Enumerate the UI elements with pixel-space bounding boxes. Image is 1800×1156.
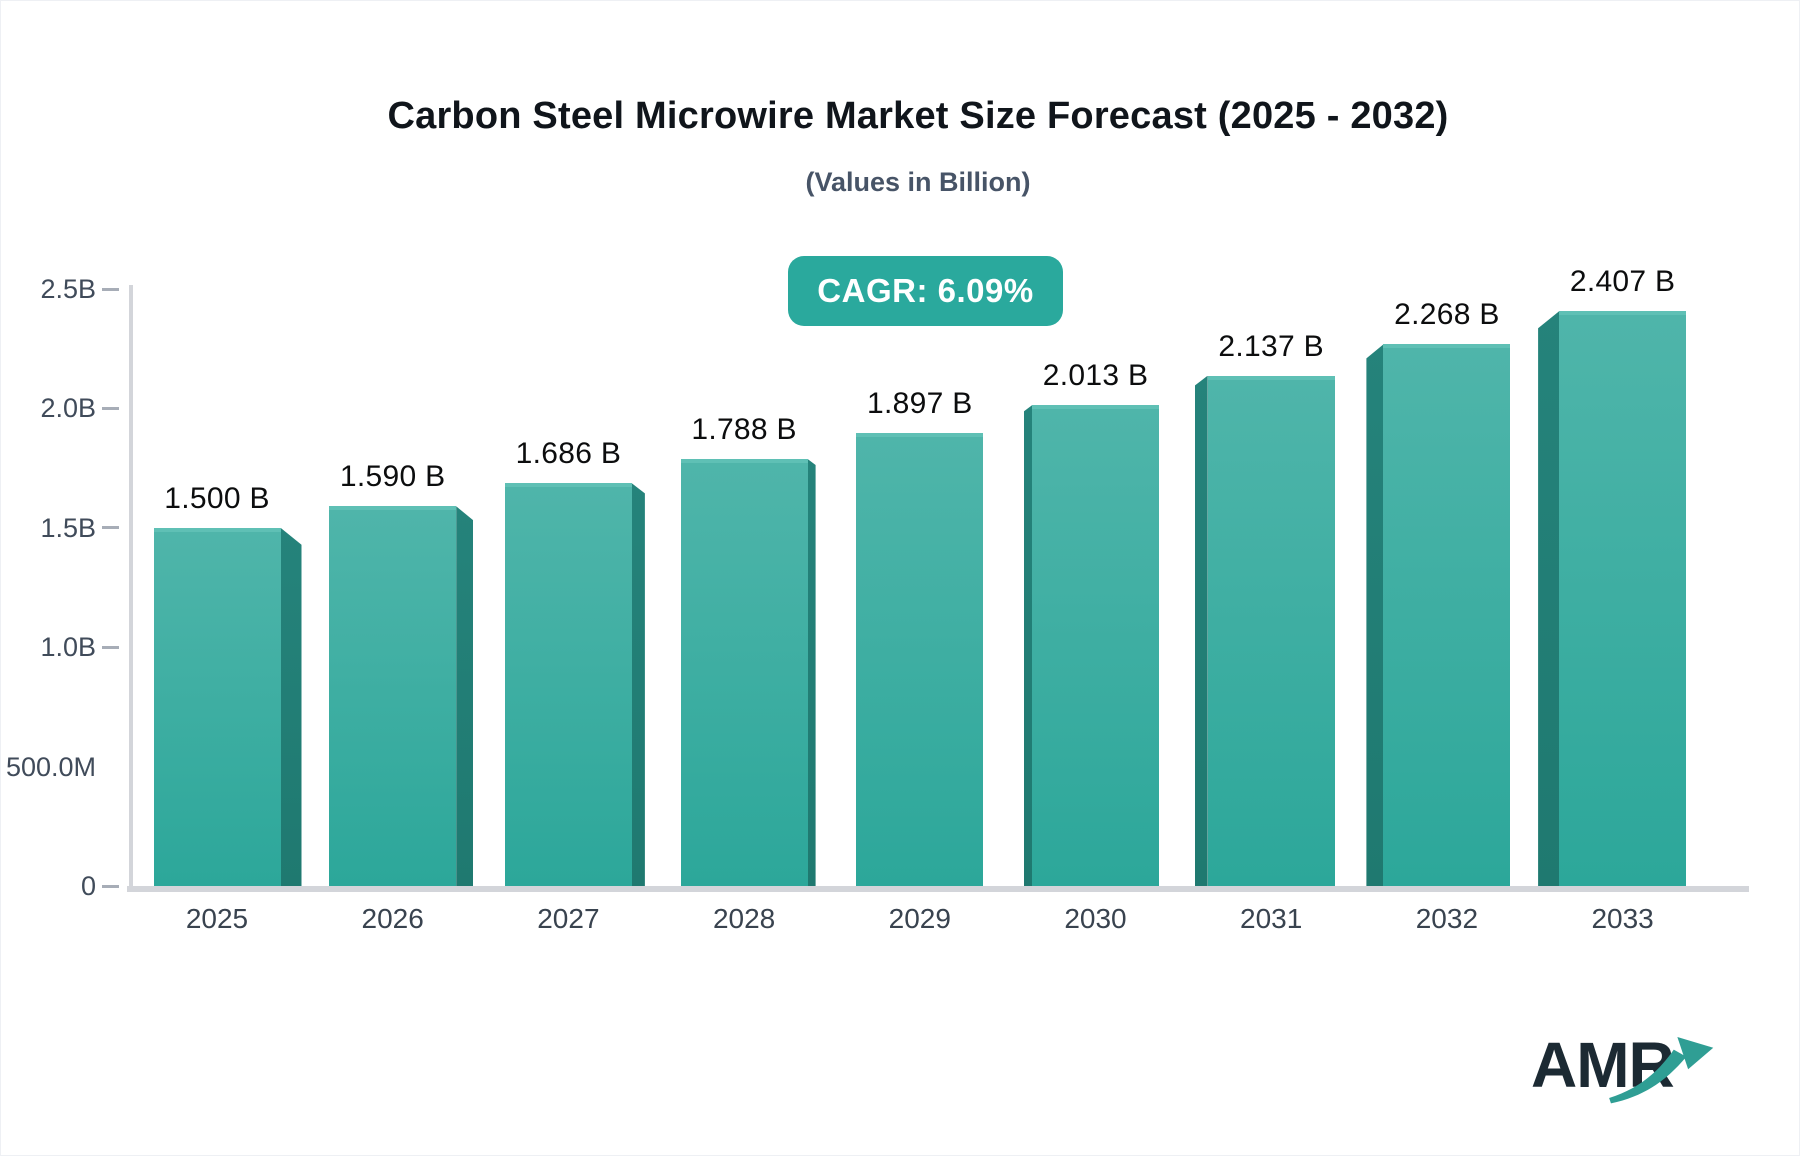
bar-3d-side bbox=[1194, 375, 1208, 886]
bar-2030[interactable] bbox=[1032, 405, 1159, 886]
y-tick-mark bbox=[102, 884, 119, 888]
y-tick-label: 0 bbox=[80, 871, 96, 901]
x-tick-label: 2027 bbox=[537, 903, 600, 934]
y-axis-line bbox=[129, 285, 133, 890]
x-tick-label: 2029 bbox=[888, 903, 951, 934]
bar-2028[interactable] bbox=[680, 459, 808, 886]
x-tick-label: 2031 bbox=[1240, 903, 1303, 934]
bar-value-label: 1.590 B bbox=[339, 460, 446, 494]
bar-2027[interactable] bbox=[504, 483, 632, 886]
y-tick-label: 2.5B bbox=[40, 274, 96, 304]
bar-2029[interactable] bbox=[856, 432, 984, 886]
x-axis-line bbox=[127, 886, 1749, 892]
bar-value-label: 1.686 B bbox=[515, 437, 622, 471]
x-tick-label: 2025 bbox=[185, 903, 249, 934]
growth-arrow-icon bbox=[1609, 1037, 1714, 1104]
amr-logo: AMR bbox=[1521, 1031, 1731, 1116]
x-tick-label: 2028 bbox=[712, 903, 776, 934]
x-tick-label: 2033 bbox=[1591, 903, 1654, 934]
bar-value-label: 1.897 B bbox=[867, 386, 973, 420]
bar-value-label: 2.407 B bbox=[1569, 265, 1676, 299]
bar-2026[interactable] bbox=[329, 506, 457, 886]
bar-3d-side bbox=[1366, 344, 1384, 886]
bar-value-label: 2.268 B bbox=[1394, 298, 1500, 332]
x-tick-label: 2032 bbox=[1415, 903, 1479, 934]
bar-3d-side bbox=[631, 483, 645, 886]
y-tick-mark bbox=[102, 526, 119, 530]
bar-value-label: 1.500 B bbox=[164, 481, 270, 515]
y-tick-mark bbox=[102, 406, 119, 410]
bar-value-label: 1.788 B bbox=[691, 413, 797, 447]
y-tick-label: 500.0M bbox=[5, 751, 96, 782]
y-tick-mark bbox=[102, 287, 119, 291]
y-tick-mark bbox=[102, 645, 119, 649]
chart-title: Carbon Steel Microwire Market Size Forec… bbox=[387, 95, 1449, 137]
y-tick-label: 2.0B bbox=[40, 393, 96, 424]
bar-3d-side bbox=[807, 459, 816, 886]
y-tick-label: 1.5B bbox=[40, 512, 96, 543]
cagr-badge: CAGR: 6.09% bbox=[788, 256, 1063, 326]
bar-3d-side bbox=[456, 506, 474, 886]
bar-3d-side bbox=[280, 527, 302, 886]
bar-2033[interactable] bbox=[1559, 311, 1687, 886]
y-tick-label: 1.0B bbox=[40, 632, 96, 663]
chart-subtitle: (Values in Billion) bbox=[805, 167, 1031, 197]
bar-3d-side bbox=[1024, 405, 1032, 886]
bar-3d-side bbox=[1538, 311, 1560, 886]
bar-value-label: 2.013 B bbox=[1042, 359, 1149, 393]
x-tick-label: 2030 bbox=[1064, 903, 1127, 934]
bar-2031[interactable] bbox=[1207, 375, 1335, 886]
bar-value-label: 2.137 B bbox=[1218, 329, 1324, 363]
bar-2025[interactable] bbox=[153, 527, 281, 886]
bar-2032[interactable] bbox=[1383, 344, 1511, 886]
x-tick-label: 2026 bbox=[361, 903, 424, 934]
